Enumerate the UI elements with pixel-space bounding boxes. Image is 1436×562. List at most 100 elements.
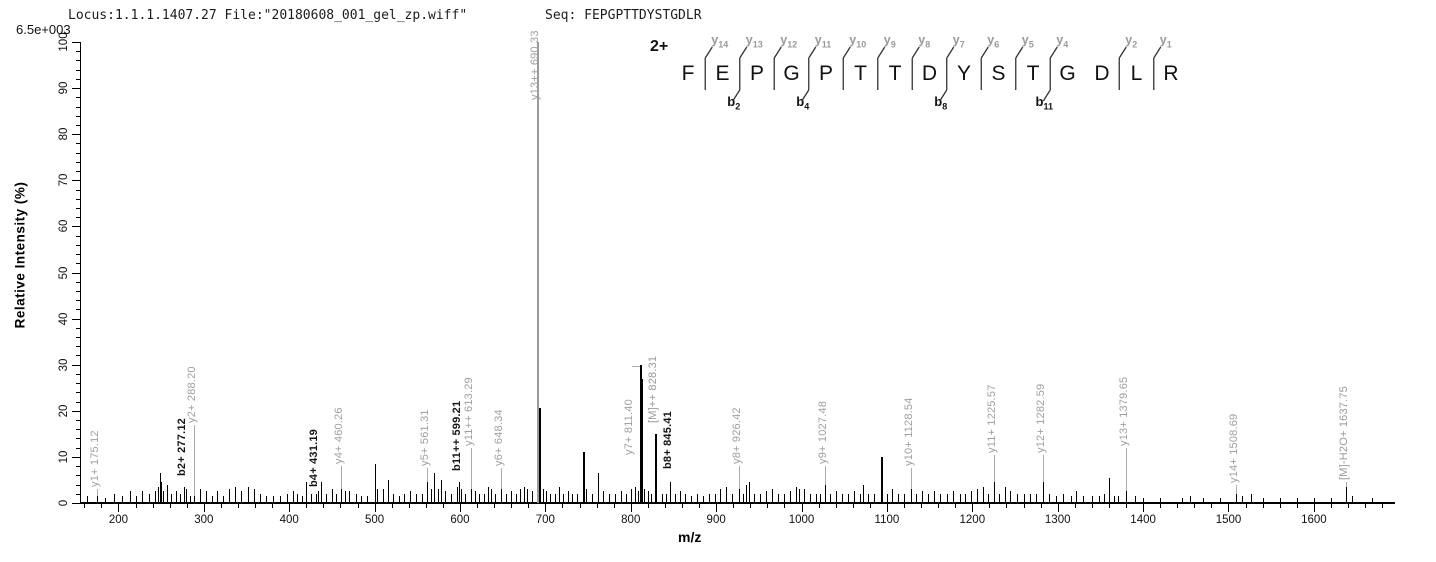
spectrum-peak bbox=[200, 489, 201, 503]
x-tick-label: 1000 bbox=[788, 514, 815, 526]
annotated-peak bbox=[501, 489, 502, 503]
y-tick bbox=[76, 125, 80, 126]
spectrum-peak bbox=[778, 493, 779, 503]
spectrum-peak bbox=[887, 493, 888, 503]
x-tick bbox=[1194, 504, 1195, 508]
y-tick bbox=[76, 162, 80, 163]
spectrum-peak bbox=[947, 493, 948, 503]
spectrum-peak bbox=[928, 493, 929, 503]
spectrum-peak bbox=[543, 489, 544, 503]
spectrum-peak bbox=[749, 482, 750, 503]
y-tick bbox=[72, 226, 80, 227]
residue-8-D: D bbox=[921, 62, 938, 85]
spectrum-peak bbox=[434, 473, 435, 503]
residue-13-D: D bbox=[1094, 62, 1110, 85]
x-tick bbox=[819, 504, 820, 508]
spectrum-peak bbox=[260, 493, 261, 503]
annotated-peak bbox=[739, 489, 740, 503]
peak-label-y4: y4+ 460.26 bbox=[333, 407, 345, 465]
spectrum-peak bbox=[641, 378, 643, 503]
x-tick bbox=[699, 504, 700, 508]
header-sequence: Seq: FEPGPTTDYSTGDLR bbox=[545, 8, 702, 23]
y-ion-label-y14: y14 bbox=[711, 33, 729, 50]
y-tick-label: 20 bbox=[58, 404, 70, 418]
y-tick bbox=[72, 88, 80, 89]
spectrum-peak bbox=[506, 493, 507, 503]
spectrum-peak bbox=[149, 493, 150, 503]
x-tick bbox=[1006, 504, 1007, 508]
spectrum-peak bbox=[495, 493, 496, 503]
y-ion-label-y12: y12 bbox=[780, 33, 798, 50]
peak-label-y2: y2+ 288.20 bbox=[186, 365, 198, 423]
x-tick bbox=[870, 504, 871, 508]
x-tick bbox=[580, 504, 581, 508]
y-tick bbox=[76, 429, 80, 430]
y-tick bbox=[72, 503, 80, 504]
spectrum-peak bbox=[302, 496, 303, 503]
x-tick bbox=[118, 504, 119, 512]
y-ion-label-y9: y9 bbox=[883, 33, 896, 50]
x-tick bbox=[1024, 504, 1025, 508]
spectrum-peak bbox=[457, 486, 458, 503]
y-tick bbox=[72, 411, 80, 412]
residue-4-G: G bbox=[783, 62, 800, 85]
peak-label-y13: y13+ 1379.65 bbox=[1118, 376, 1130, 446]
x-tick bbox=[204, 504, 205, 512]
label-leader-line bbox=[911, 468, 912, 490]
residue-15-R: R bbox=[1163, 62, 1179, 85]
x-tick bbox=[426, 504, 427, 508]
spectrum-peak bbox=[1314, 498, 1315, 503]
spectrum-peak bbox=[539, 408, 541, 503]
spectrum-peak bbox=[1263, 498, 1264, 503]
spectrum-peak bbox=[1104, 493, 1105, 503]
spectrum-peak bbox=[863, 484, 864, 503]
peak-label-b2: b2+ 277.12 bbox=[176, 417, 188, 476]
peak-label-y7: y7+ 811.40 bbox=[623, 398, 635, 455]
x-axis-line bbox=[80, 502, 1395, 504]
spectrum-peak bbox=[475, 491, 476, 503]
peak-label-y14: y14+ 1508.69 bbox=[1228, 413, 1240, 483]
annotated-peak bbox=[911, 489, 912, 503]
residue-10-S: S bbox=[991, 62, 1006, 85]
spectrum-peak bbox=[583, 452, 585, 503]
peak-label-M-H2O: [M]-H2O+ 1637.75 bbox=[1338, 386, 1350, 481]
label-leader-line bbox=[97, 489, 98, 497]
spectrum-peak bbox=[287, 493, 288, 503]
residue-14-L: L bbox=[1130, 62, 1143, 85]
peak-label-y12: y12+ 1282.59 bbox=[1035, 383, 1047, 453]
annotated-peak bbox=[316, 493, 317, 503]
spectrum-peak bbox=[546, 491, 547, 503]
spectrum-peak bbox=[635, 486, 636, 503]
spectrum-peak bbox=[491, 489, 492, 503]
peak-label-y13: y13++ 690.33 bbox=[529, 30, 541, 100]
spectrum-peak bbox=[326, 493, 327, 503]
x-tick bbox=[477, 504, 478, 508]
spectrum-peak bbox=[223, 496, 224, 503]
spectrum-peak bbox=[848, 493, 849, 503]
spectrum-peak bbox=[666, 493, 667, 503]
residue-2-E: E bbox=[715, 62, 730, 85]
label-leader-line bbox=[471, 447, 472, 490]
spectrum-peak bbox=[598, 473, 599, 503]
x-tick bbox=[528, 504, 529, 508]
x-tick-label: 200 bbox=[108, 514, 129, 526]
spectrum-peak bbox=[563, 493, 564, 503]
annotated-peak bbox=[427, 482, 428, 503]
y-tick-label: 10 bbox=[58, 450, 70, 464]
annotated-peak bbox=[655, 433, 657, 503]
spectrum-peak bbox=[254, 489, 255, 503]
header-locus-file: Locus:1.1.1.1407.27 File:"20180608_001_g… bbox=[68, 8, 468, 23]
x-tick bbox=[375, 504, 376, 512]
x-tick-label: 1400 bbox=[1130, 514, 1156, 526]
spectrum-peak bbox=[680, 491, 681, 503]
x-tick bbox=[255, 504, 256, 508]
spectrum-peak bbox=[336, 493, 337, 503]
residue-9-Y: Y bbox=[956, 62, 972, 85]
annotated-peak bbox=[825, 484, 826, 503]
y-tick bbox=[76, 355, 80, 356]
y-tick-label: 70 bbox=[58, 173, 70, 187]
y-tick bbox=[76, 236, 80, 237]
annotated-peak bbox=[1346, 486, 1347, 503]
annotated-peak bbox=[184, 486, 185, 503]
